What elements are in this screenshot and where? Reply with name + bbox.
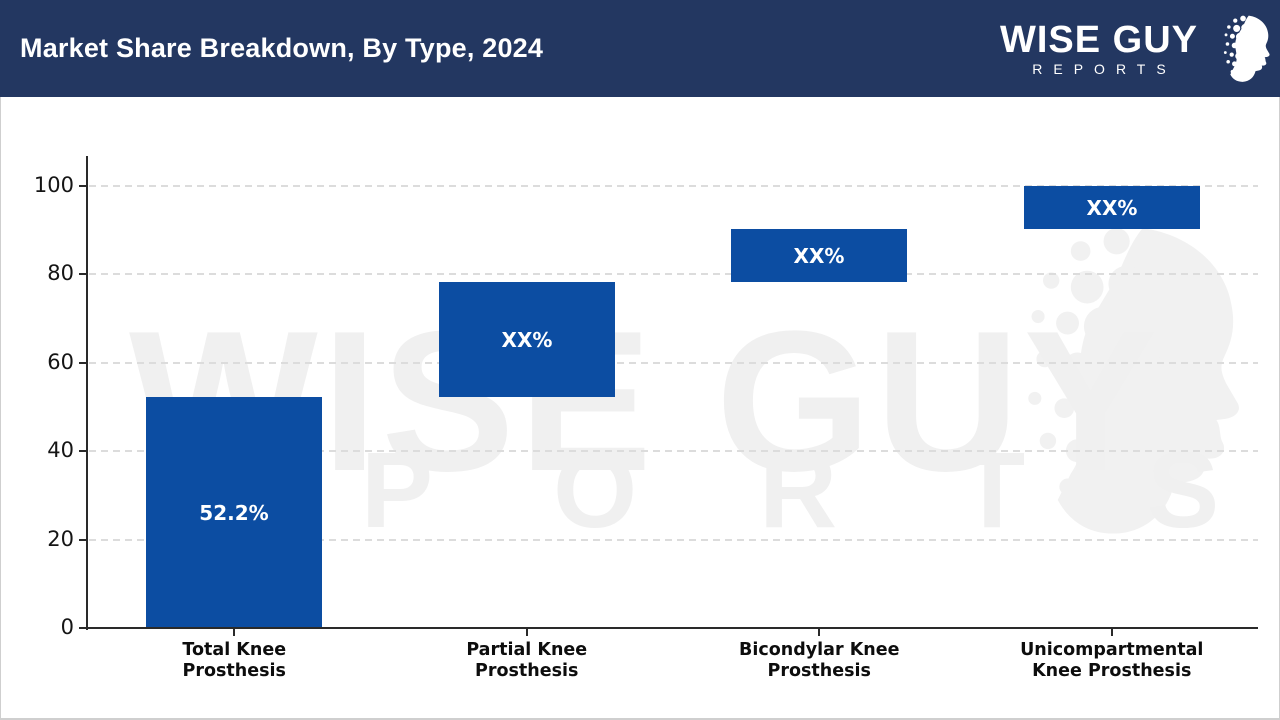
y-tick-mark xyxy=(79,538,87,541)
y-tick-mark xyxy=(79,361,87,364)
bar-segment: XX% xyxy=(731,229,907,283)
page-title: Market Share Breakdown, By Type, 2024 xyxy=(20,33,544,63)
y-tick-label: 0 xyxy=(60,615,74,639)
x-tick-mark xyxy=(818,629,821,636)
y-axis-line xyxy=(86,156,88,630)
x-tick-label: Total Knee Prosthesis xyxy=(182,640,287,681)
y-tick-mark xyxy=(79,627,87,629)
bar-value-label: XX% xyxy=(793,243,845,268)
y-tick-label: 80 xyxy=(47,261,74,286)
x-tick-mark xyxy=(525,629,528,636)
x-tick-mark xyxy=(1110,629,1113,636)
gridline xyxy=(89,450,1258,453)
gridline xyxy=(89,185,1258,187)
brand-logo: WISE GUY REPORTS xyxy=(1000,6,1270,92)
gridline xyxy=(89,538,1258,541)
header-bar: Market Share Breakdown, By Type, 2024 WI… xyxy=(0,0,1280,97)
brand-name: WISE GUY xyxy=(999,19,1198,61)
gridline xyxy=(89,361,1258,364)
x-axis-line xyxy=(86,627,1258,629)
bar-value-label: XX% xyxy=(1086,195,1138,220)
y-tick-mark xyxy=(79,273,87,276)
y-tick-label: 60 xyxy=(47,349,74,374)
bar-segment: XX% xyxy=(1024,186,1200,230)
bar-value-label: 52.2% xyxy=(199,500,269,525)
bar-segment: 52.2% xyxy=(146,397,322,628)
brand-subname: REPORTS xyxy=(1032,61,1177,77)
y-tick-mark xyxy=(79,450,87,453)
brand-logo-text: WISE GUY REPORTS xyxy=(1000,20,1198,78)
gridline xyxy=(89,273,1258,276)
bar-value-label: XX% xyxy=(501,327,553,352)
x-tick-label: Partial Knee Prosthesis xyxy=(466,640,588,681)
y-tick-mark xyxy=(79,185,87,187)
x-tick-label: Unicompartmental Knee Prosthesis xyxy=(1020,640,1204,681)
y-tick-label: 40 xyxy=(47,438,74,463)
bar-segment: XX% xyxy=(439,282,615,398)
x-tick-mark xyxy=(233,629,236,636)
y-tick-label: 100 xyxy=(33,173,74,197)
x-tick-label: Bicondylar Knee Prosthesis xyxy=(739,640,900,681)
y-tick-label: 20 xyxy=(47,526,74,551)
